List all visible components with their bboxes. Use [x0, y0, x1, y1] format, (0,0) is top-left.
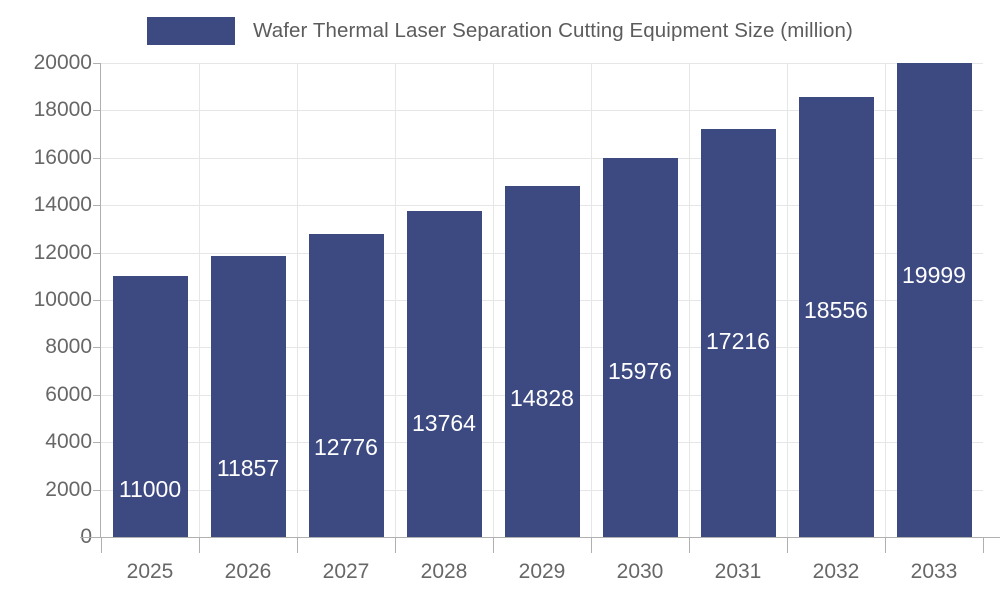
x-axis-tick-label: 2029: [518, 560, 566, 583]
bar-value-label: 12776: [314, 433, 378, 460]
y-axis-tick-mark: [93, 347, 101, 349]
x-axis-tick-mark: [395, 538, 396, 553]
legend-label: Wafer Thermal Laser Separation Cutting E…: [253, 19, 853, 42]
x-axis-tick-mark: [689, 538, 690, 553]
bar[interactable]: 12776: [308, 234, 384, 537]
y-axis-tick-label: 8000: [45, 335, 92, 359]
y-axis-tick-mark: [93, 442, 101, 444]
bar[interactable]: 13764: [406, 210, 482, 537]
y-axis-tick-mark: [93, 489, 101, 491]
gridline-vertical: [199, 63, 200, 537]
bar-value-label: 15976: [608, 357, 672, 384]
gridline-horizontal: [101, 157, 983, 159]
x-axis-tick-label: 2031: [714, 560, 762, 583]
x-axis-tick-label: 2030: [616, 560, 664, 583]
gridline-vertical: [297, 63, 298, 537]
y-axis-tick-label: 4000: [45, 430, 92, 454]
bar-value-label: 13764: [412, 410, 476, 437]
gridline-vertical: [787, 63, 788, 537]
x-axis-tick-label: 2026: [224, 560, 272, 583]
y-axis-tick-mark: [93, 300, 101, 301]
y-axis-tick-labels: 0 2000 4000 6000 8000 10000 12000 14000 16000 180…: [0, 0, 92, 600]
y-axis-tick-label: 0: [6, 525, 92, 549]
chart-legend: Wafer Thermal Laser Separation Cutting E…: [0, 14, 1000, 48]
x-axis-tick-mark: [885, 538, 886, 553]
y-axis-tick-label: 18000: [33, 98, 92, 122]
x-axis-tick-label: 2032: [812, 560, 860, 583]
x-axis-tick-mark: [983, 538, 984, 553]
gridline-horizontal: [101, 63, 983, 64]
y-axis-tick-mark: [93, 110, 101, 112]
bar[interactable]: 19999: [896, 63, 972, 537]
vertical-gridlines: [101, 63, 983, 537]
bar[interactable]: 18556: [798, 97, 874, 537]
x-axis-tick-label: 2033: [910, 560, 958, 583]
y-axis-tick-label: 10000: [33, 288, 92, 311]
bars-layer: 11000 11857 12776 13764 14828 15976 17216 18556…: [101, 63, 983, 537]
x-axis-tick-label: 2028: [420, 560, 468, 583]
y-axis-tick-mark: [93, 205, 101, 207]
bar[interactable]: 11000: [112, 276, 188, 537]
gridline-vertical: [395, 63, 396, 537]
y-axis-tick-mark: [93, 537, 101, 538]
bar[interactable]: 11857: [210, 256, 286, 537]
y-axis-tick-mark: [93, 63, 101, 64]
x-axis-tick-mark: [199, 538, 200, 553]
y-axis-tick-label: 16000: [33, 145, 92, 169]
bar-value-label: 11857: [216, 455, 280, 482]
bar[interactable]: 14828: [504, 185, 580, 537]
y-axis-tick-label: 20000: [33, 51, 92, 74]
y-axis-tick-label: 14000: [33, 193, 92, 217]
y-axis-tick-mark: [93, 394, 101, 396]
y-axis-tick-label: 12000: [33, 240, 92, 264]
x-axis-tick-label: 2025: [126, 560, 174, 583]
bar-value-label: 18556: [804, 296, 868, 323]
legend-color-swatch[interactable]: [147, 17, 236, 45]
x-axis-line: [80, 537, 1000, 538]
bar[interactable]: 17216: [700, 128, 776, 537]
bar-value-label: 17216: [706, 328, 770, 355]
bar-value-label: 14828: [510, 384, 574, 411]
bar-value-label: 11000: [118, 475, 182, 502]
y-axis-tick-label: 6000: [45, 382, 92, 406]
x-axis-tick-mark: [493, 538, 494, 553]
x-axis-tick-mark: [101, 538, 102, 553]
bar[interactable]: 15976: [602, 158, 678, 537]
x-axis-tick-mark: [297, 538, 298, 553]
gridline-vertical: [885, 63, 886, 537]
plot-area: 11000 11857 12776 13764 14828 15976 17216 18556…: [101, 63, 983, 538]
x-axis-tick-mark: [787, 538, 788, 553]
bar-value-label: 19999: [902, 262, 966, 289]
gridline-vertical: [493, 63, 494, 537]
y-axis-tick-mark: [93, 252, 101, 254]
y-axis-tick-label: 2000: [45, 477, 92, 501]
gridline-vertical: [591, 63, 592, 537]
x-axis-tick-label: 2027: [322, 560, 370, 583]
gridline-horizontal: [101, 110, 983, 112]
y-axis-tick-mark: [93, 157, 101, 159]
gridline-vertical: [689, 63, 690, 537]
x-axis-tick-mark: [591, 538, 592, 553]
